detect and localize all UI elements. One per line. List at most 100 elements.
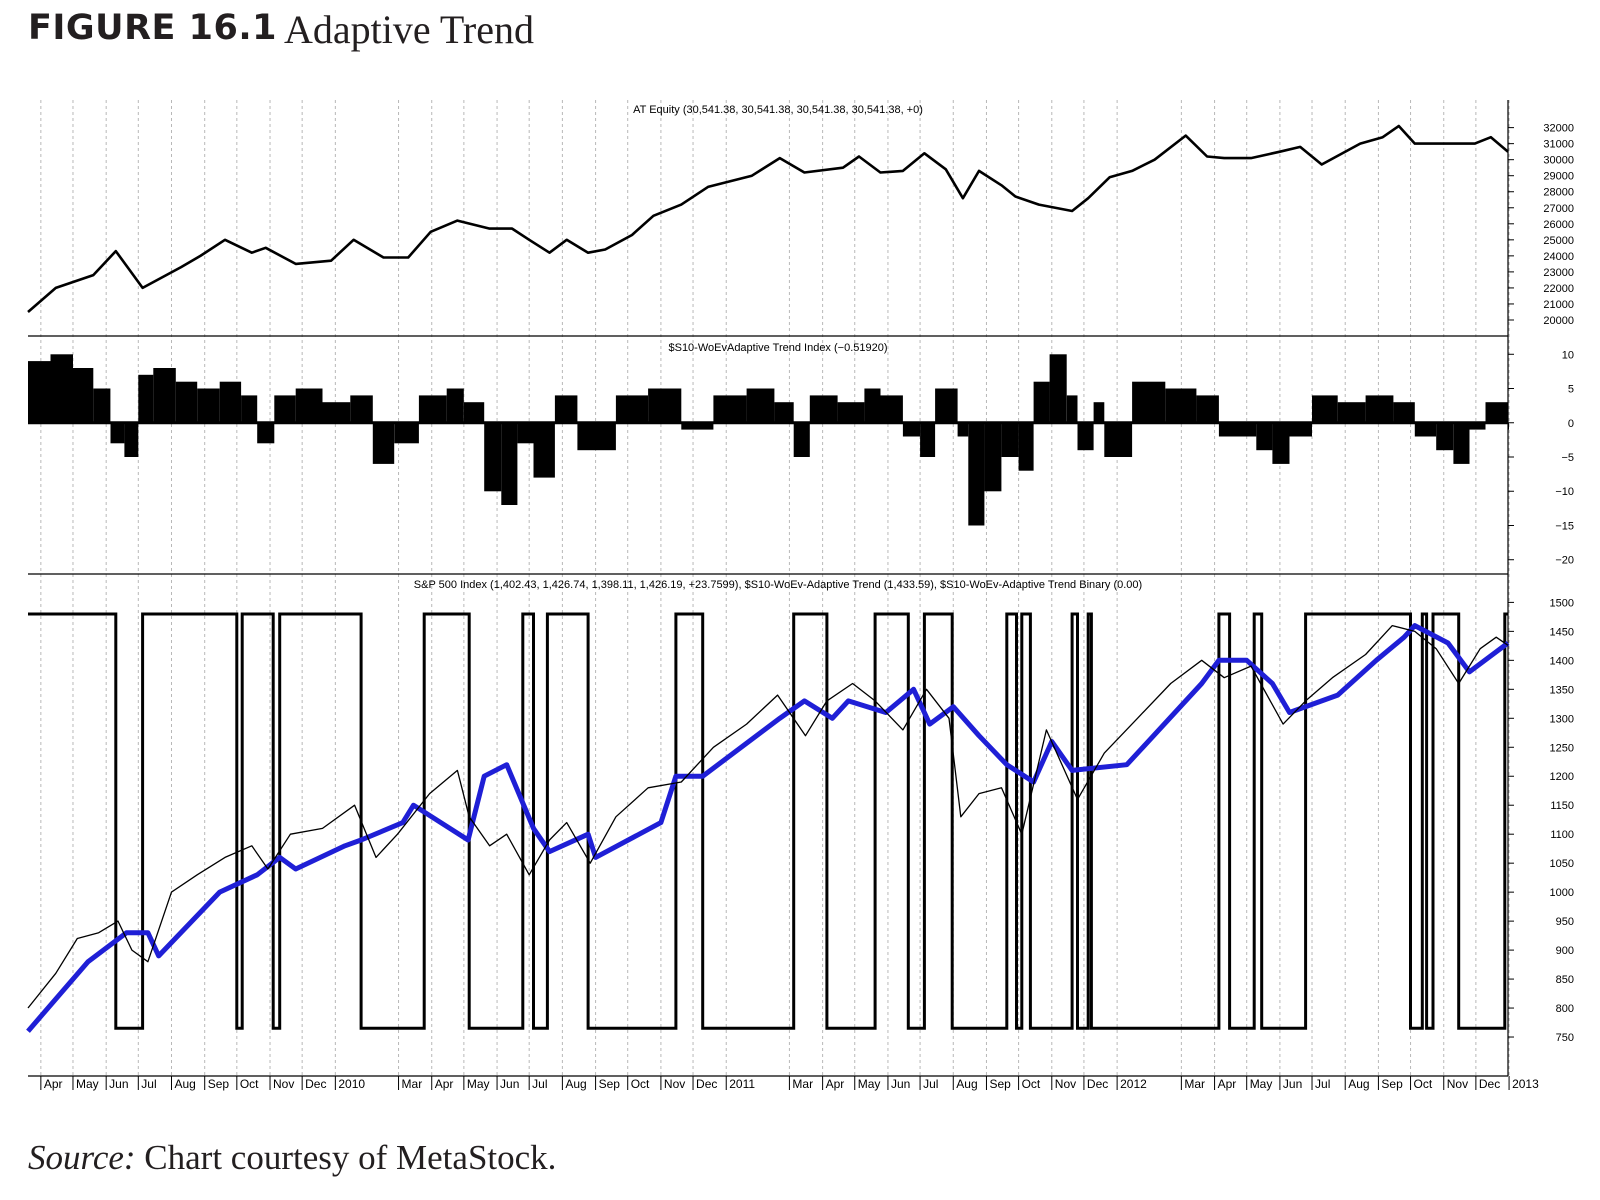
y-axis-tick-label: 21000 — [1543, 299, 1574, 311]
trend-index-bar — [257, 422, 275, 444]
trend-index-bar — [1508, 422, 1509, 430]
trend-index-bar — [394, 422, 419, 444]
trend-index-bar — [153, 368, 176, 423]
time-axis-label: Nov — [664, 1077, 685, 1091]
time-axis-label: Dec — [1087, 1077, 1108, 1091]
trend-index-bar — [1077, 422, 1094, 451]
figure-title: Adaptive Trend — [284, 7, 534, 52]
trend-index-bar — [1453, 422, 1470, 464]
trend-index-bar — [1393, 402, 1415, 423]
time-axis-label: Jun — [109, 1077, 128, 1091]
time-axis-label: Oct — [1414, 1077, 1433, 1091]
time-axis-label: 2012 — [1120, 1077, 1147, 1091]
trend-index-y-axis: 10 5 0 −5 −10 −15 −20 — [1508, 349, 1574, 567]
y-axis-tick-label: 25000 — [1543, 235, 1574, 247]
trend-index-bar — [1033, 381, 1050, 423]
y-axis-tick-label: 31000 — [1543, 139, 1574, 151]
time-axis-label: Jul — [532, 1077, 547, 1091]
time-axis-label: Dec — [305, 1077, 326, 1091]
trend-index-bar — [774, 402, 794, 423]
y-axis-tick-label: 750 — [1556, 1032, 1574, 1044]
time-axis-label: Apr — [826, 1077, 845, 1091]
y-axis-tick-label: 22000 — [1543, 283, 1574, 295]
time-axis-label: 2010 — [338, 1077, 365, 1091]
y-axis-tick-label: 1150 — [1550, 800, 1574, 812]
y-axis-tick-label: 1350 — [1550, 684, 1574, 696]
trend-index-bar — [124, 422, 139, 457]
trend-index-bar — [920, 422, 936, 457]
trend-index-bar — [1337, 402, 1366, 423]
trend-index-bar — [274, 395, 296, 423]
equity-line — [27, 124, 1509, 313]
y-axis-tick-label: 27000 — [1543, 203, 1574, 215]
binary-signal-line — [28, 612, 1508, 1030]
trend-index-panel: $S10-WoEvAdaptive Trend Index (−0.51920)… — [28, 342, 1574, 567]
trend-index-bar — [463, 402, 485, 423]
time-axis-label: Sep — [599, 1077, 621, 1091]
time-axis-label: Sep — [1381, 1077, 1403, 1091]
trend-index-bars — [28, 354, 1509, 526]
y-axis-tick-label: 20000 — [1543, 315, 1574, 327]
trend-index-bar — [219, 381, 242, 423]
trend-index-bar — [1132, 381, 1166, 423]
time-axis-label: Apr — [44, 1077, 63, 1091]
time-axis-label: May — [1250, 1077, 1273, 1091]
trend-index-bar — [1414, 422, 1437, 437]
trend-index-bar — [295, 388, 323, 423]
y-axis-tick-label: 30000 — [1543, 155, 1574, 167]
y-axis-tick-label: −15 — [1555, 520, 1574, 532]
trend-index-bar — [1256, 422, 1273, 451]
trend-index-bar — [1218, 422, 1235, 437]
panel-frame — [28, 100, 1509, 1077]
trend-index-bar — [554, 395, 578, 423]
trend-index-bar — [1234, 422, 1257, 437]
vertical-gridlines — [40, 100, 1510, 1076]
trend-index-bar — [1165, 388, 1197, 423]
trend-index-bar — [1104, 422, 1133, 457]
y-axis-tick-label: −10 — [1555, 486, 1574, 498]
equity-y-axis: 20000 21000 22000 23000 24000 25000 26000 27000… — [1508, 123, 1574, 327]
trend-index-bar — [28, 361, 51, 423]
trend-index-bar — [837, 402, 865, 423]
trend-index-bar — [615, 395, 648, 423]
y-axis-tick-label: 850 — [1556, 974, 1574, 986]
time-axis-label: May — [76, 1077, 99, 1091]
time-axis-label: Aug — [1348, 1077, 1369, 1091]
y-axis-tick-label: 1500 — [1550, 597, 1574, 609]
trend-index-bar — [110, 422, 125, 444]
time-axis-label: Apr — [435, 1077, 454, 1091]
trend-index-bar — [73, 368, 94, 423]
trend-index-bar — [446, 388, 464, 423]
trend-index-bar — [713, 395, 747, 423]
y-axis-tick-label: 1000 — [1550, 887, 1574, 899]
trend-index-bar — [968, 422, 985, 526]
trend-index-bar — [1289, 422, 1312, 437]
time-axis-label: Oct — [1022, 1077, 1041, 1091]
trend-index-bar — [1485, 402, 1508, 423]
trend-index-bar — [1049, 354, 1067, 423]
trend-index-bar — [902, 422, 920, 437]
time-axis-label: Jul — [1315, 1077, 1330, 1091]
y-axis-tick-label: 26000 — [1543, 219, 1574, 231]
trend-index-bar — [322, 402, 351, 423]
time-axis-label: Mar — [402, 1077, 423, 1091]
trend-index-bar — [984, 422, 1002, 492]
trend-index-bar — [1066, 395, 1078, 423]
y-axis-tick-label: 5 — [1568, 384, 1574, 396]
trend-index-bar — [197, 388, 220, 423]
trend-index-bar — [93, 388, 111, 423]
trend-index-bar — [138, 374, 154, 423]
time-axis-label: May — [858, 1077, 881, 1091]
trend-index-bar — [1018, 422, 1034, 471]
time-axis-label: 2011 — [729, 1077, 755, 1091]
trend-index-bar — [681, 422, 714, 430]
y-axis-tick-label: 800 — [1556, 1003, 1574, 1015]
equity-series — [27, 124, 1509, 313]
time-axis-label: 2013 — [1512, 1077, 1539, 1091]
time-axis-label: Sep — [208, 1077, 230, 1091]
time-axis-label: Aug — [565, 1077, 586, 1091]
adaptive-trend-line — [26, 623, 1510, 1033]
trend-index-bar — [593, 422, 616, 451]
trend-index-bar — [1436, 422, 1454, 451]
